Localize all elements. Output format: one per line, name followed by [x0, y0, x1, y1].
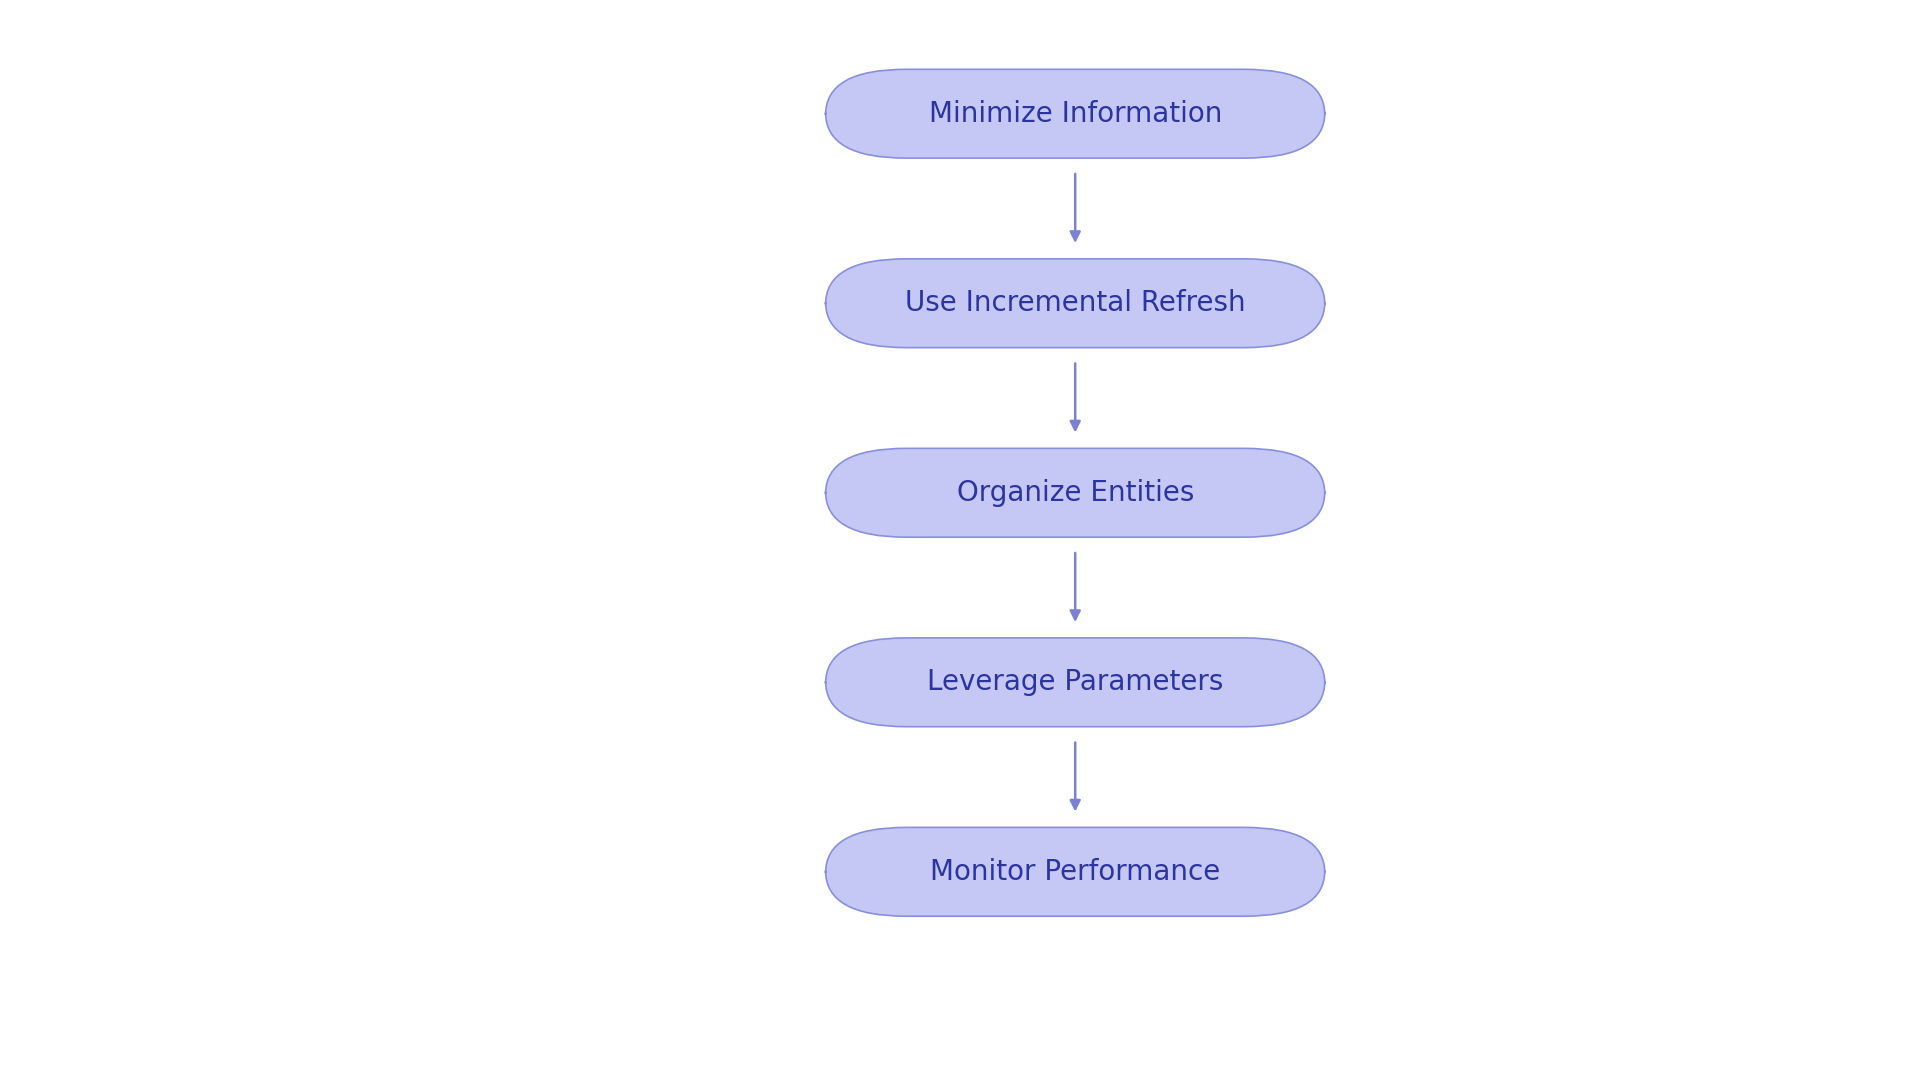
FancyBboxPatch shape — [826, 69, 1325, 158]
FancyBboxPatch shape — [826, 638, 1325, 727]
Text: Leverage Parameters: Leverage Parameters — [927, 668, 1223, 696]
Text: Minimize Information: Minimize Information — [929, 100, 1221, 128]
FancyBboxPatch shape — [826, 448, 1325, 537]
FancyBboxPatch shape — [826, 827, 1325, 916]
Text: Organize Entities: Organize Entities — [956, 479, 1194, 507]
Text: Use Incremental Refresh: Use Incremental Refresh — [904, 289, 1246, 317]
FancyBboxPatch shape — [826, 259, 1325, 348]
Text: Monitor Performance: Monitor Performance — [929, 858, 1221, 886]
